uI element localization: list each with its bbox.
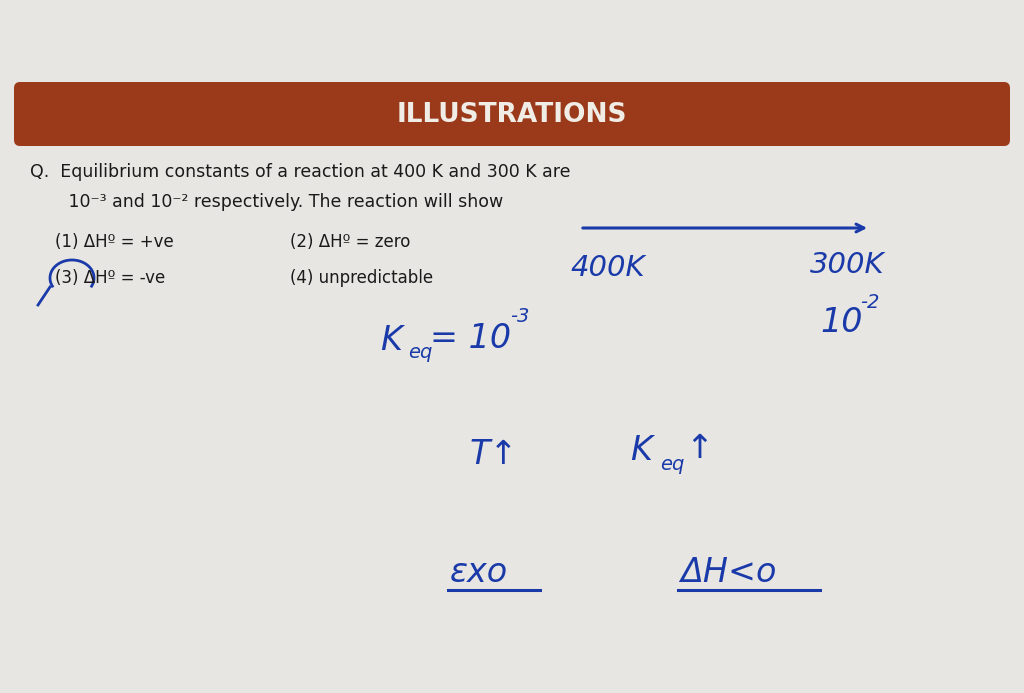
Text: (3) ΔHº = -ve: (3) ΔHº = -ve xyxy=(55,269,165,287)
Text: eq: eq xyxy=(660,455,684,473)
Text: ↑: ↑ xyxy=(685,432,713,464)
Text: -3: -3 xyxy=(510,308,529,326)
Text: 10: 10 xyxy=(820,306,862,340)
FancyBboxPatch shape xyxy=(14,82,1010,146)
Text: 300K: 300K xyxy=(810,251,885,279)
Text: (4) unpredictable: (4) unpredictable xyxy=(290,269,433,287)
Text: T↑: T↑ xyxy=(470,439,518,471)
Text: K: K xyxy=(630,434,652,466)
Text: ILLUSTRATIONS: ILLUSTRATIONS xyxy=(396,102,628,128)
Text: = 10: = 10 xyxy=(430,322,511,355)
Text: eq: eq xyxy=(408,342,432,362)
Text: 400K: 400K xyxy=(570,254,645,282)
Text: εxo: εxo xyxy=(450,556,508,588)
Text: (1) ΔHº = +ve: (1) ΔHº = +ve xyxy=(55,233,174,251)
Text: 10⁻³ and 10⁻² respectively. The reaction will show: 10⁻³ and 10⁻² respectively. The reaction… xyxy=(30,193,503,211)
Text: (2) ΔHº = zero: (2) ΔHº = zero xyxy=(290,233,411,251)
Text: K: K xyxy=(380,324,401,356)
Text: Q.  Equilibrium constants of a reaction at 400 K and 300 K are: Q. Equilibrium constants of a reaction a… xyxy=(30,163,570,181)
Text: ΔH<o: ΔH<o xyxy=(680,556,776,588)
Text: -2: -2 xyxy=(860,292,880,311)
